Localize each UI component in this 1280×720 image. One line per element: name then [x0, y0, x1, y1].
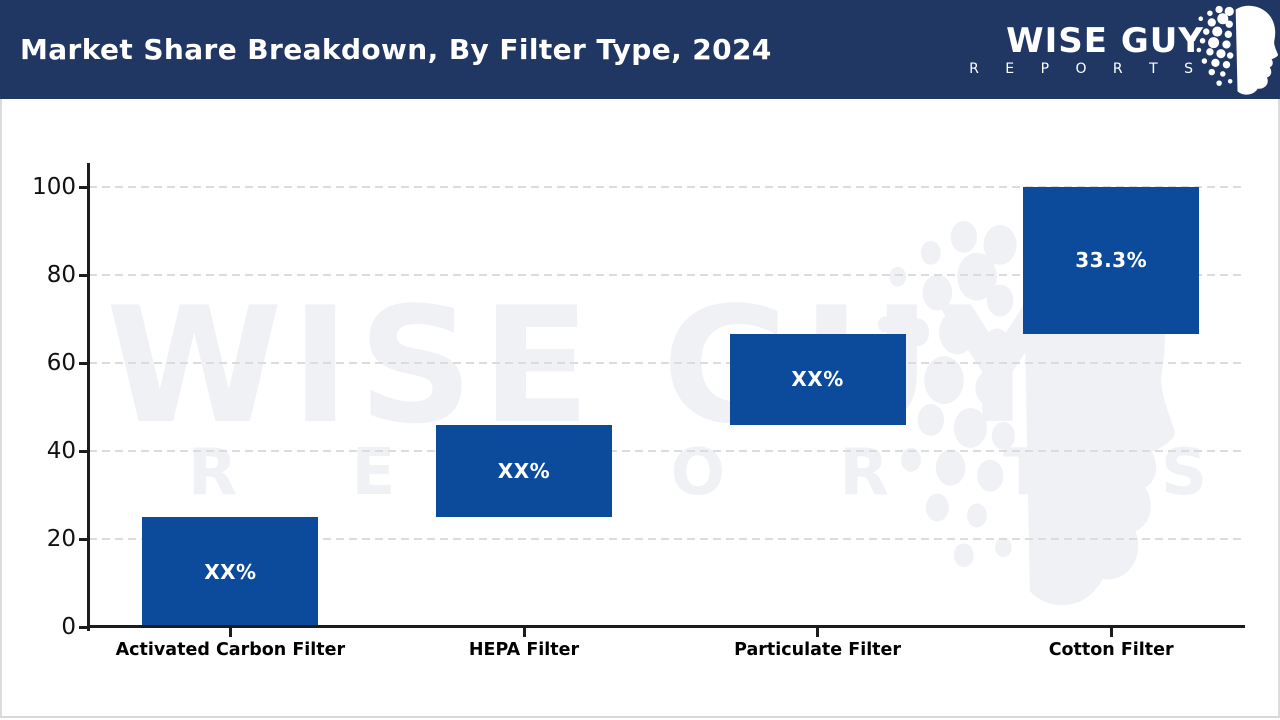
y-tick-100	[79, 185, 89, 189]
bar-4: 33.3%	[1023, 187, 1200, 334]
category-label-2: HEPA Filter	[468, 640, 580, 660]
bar-value-label-1: XX%	[204, 560, 257, 584]
y-tick-label-60: 60	[46, 350, 76, 376]
x-tick-2	[522, 628, 526, 637]
page-border-bottom	[0, 716, 1280, 718]
logo-face-icon	[1191, 5, 1278, 95]
bar-3: XX%	[729, 333, 906, 426]
logo-wordmark: WISE GUY	[1006, 21, 1204, 61]
bar-value-label-4: 33.3%	[1075, 248, 1148, 273]
category-label-1: Activated Carbon Filter	[115, 640, 346, 660]
y-tick-60	[79, 361, 89, 365]
y-tick-0	[79, 625, 89, 629]
gridline-20	[89, 538, 1245, 540]
y-tick-label-40: 40	[46, 438, 76, 464]
y-tick-label-80: 80	[46, 262, 76, 288]
y-tick-40	[79, 449, 89, 453]
bar-value-label-2: XX%	[497, 459, 551, 484]
bar-1: XX%	[142, 517, 319, 627]
y-tick-label-100: 100	[32, 174, 76, 200]
x-tick-4	[1109, 628, 1113, 637]
page-title: Market Share Breakdown, By Filter Type, …	[20, 33, 772, 66]
x-tick-3	[816, 628, 820, 637]
gridline-80	[89, 274, 1245, 276]
bar-value-label-3: XX%	[791, 367, 844, 392]
bar-2: XX%	[436, 425, 612, 517]
y-tick-20	[79, 537, 89, 541]
y-axis-line	[87, 163, 90, 631]
x-tick-1	[228, 628, 232, 637]
gridline-60	[89, 362, 1245, 364]
page-border-left	[0, 99, 2, 716]
y-tick-80	[79, 273, 89, 277]
y-tick-label-20: 20	[46, 526, 76, 552]
gridline-100	[89, 186, 1245, 188]
x-axis-line	[87, 625, 1245, 628]
header-bar: Market Share Breakdown, By Filter Type, …	[0, 0, 1280, 99]
category-label-3: Particulate Filter	[734, 640, 902, 660]
logo-subtext: R E P O R T S	[969, 61, 1204, 77]
page-border-right	[1278, 99, 1280, 716]
brand-logo: WISE GUY R E P O R T S	[969, 0, 1280, 99]
category-label-4: Cotton Filter	[1048, 640, 1174, 660]
y-tick-label-0: 0	[61, 614, 76, 640]
gridline-40	[89, 450, 1245, 452]
